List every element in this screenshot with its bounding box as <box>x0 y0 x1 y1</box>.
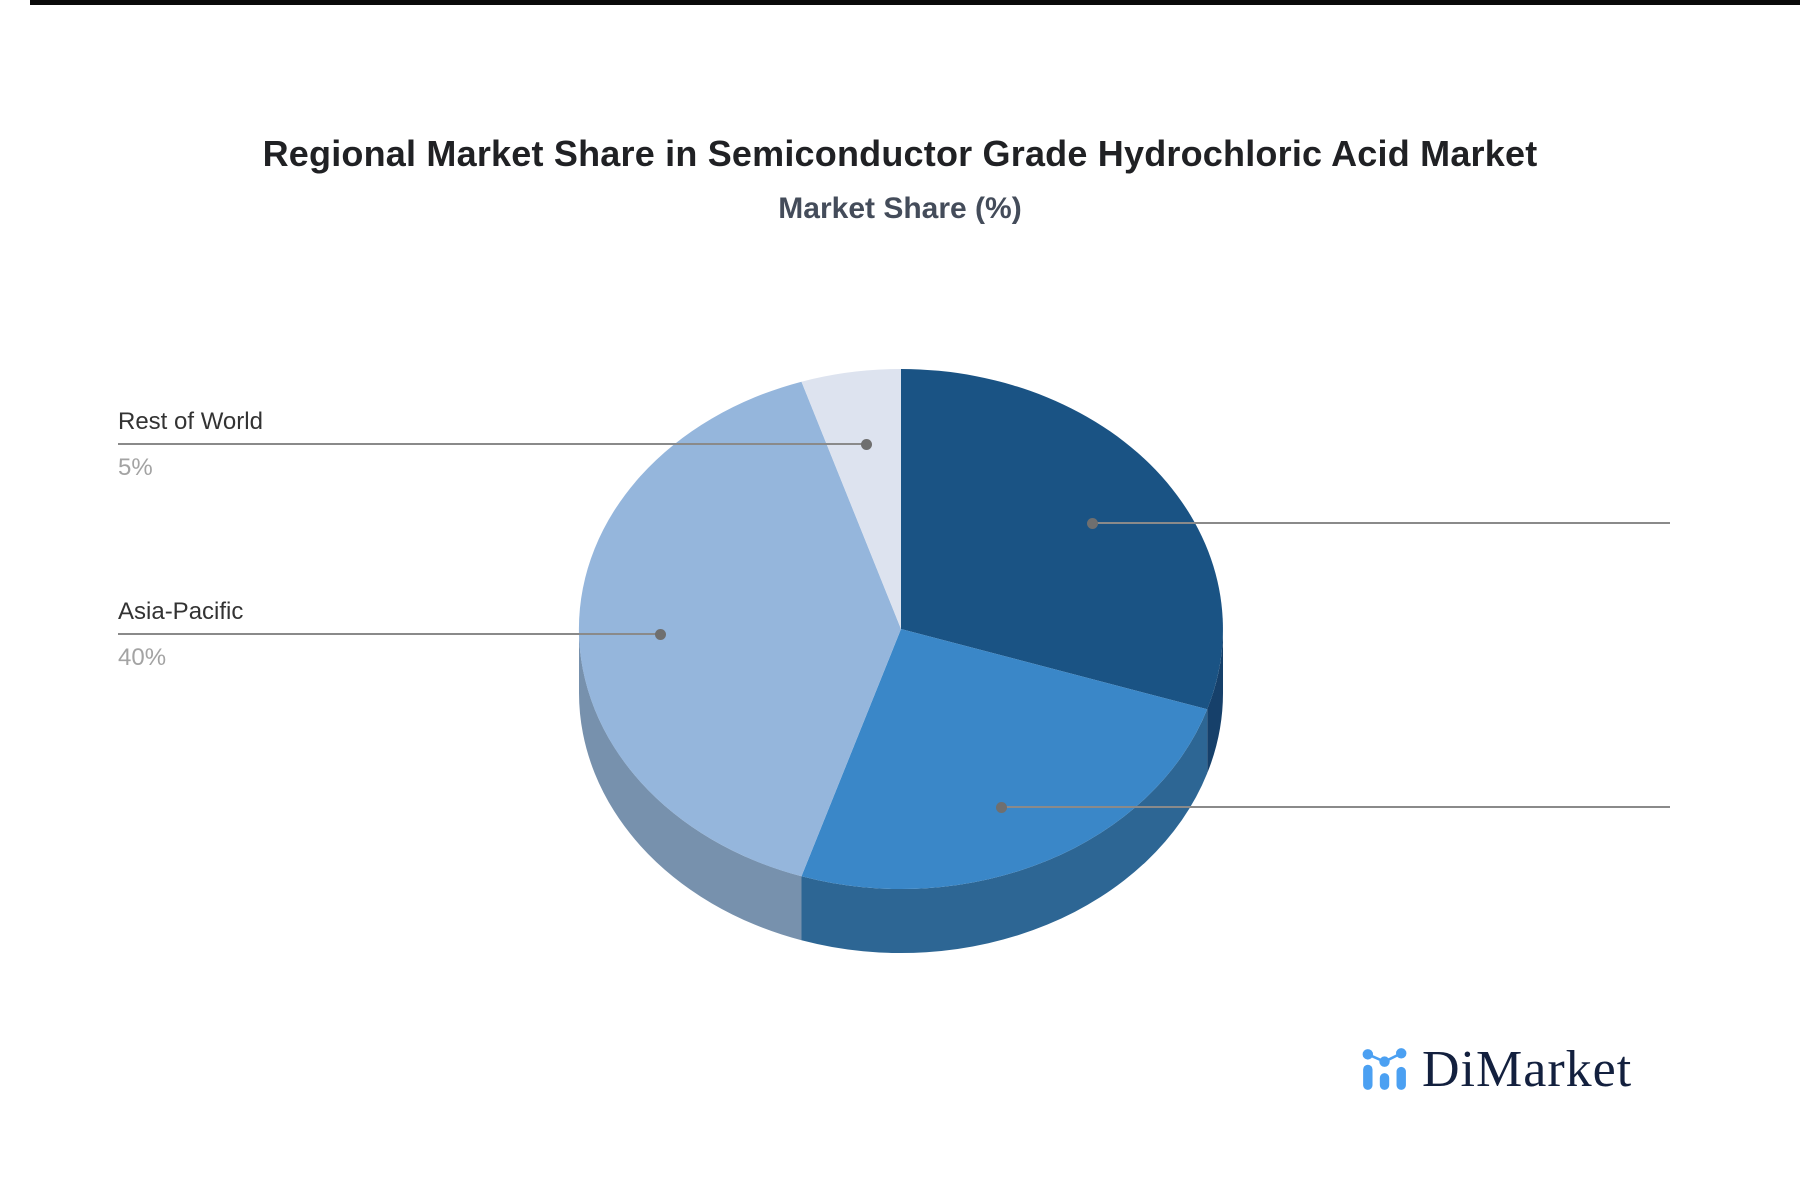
leader-line <box>118 443 866 445</box>
chart-subtitle: Market Share (%) <box>778 192 1022 225</box>
slice-percent: 40% <box>118 644 167 671</box>
pie-slice-rest-of-world[interactable] <box>801 368 902 629</box>
pie-slice-side <box>801 709 1208 954</box>
slice-label: Asia-Pacific <box>118 598 244 625</box>
leader-dot <box>861 439 872 450</box>
brand-logo: DiMarket <box>1360 1040 1632 1099</box>
leader-dot <box>1087 518 1098 529</box>
leader-line <box>1001 806 1670 808</box>
chart-title: Regional Market Share in Semiconductor G… <box>262 133 1538 174</box>
brand-name: DiMarket <box>1422 1041 1633 1098</box>
leader-dot <box>655 629 666 640</box>
slice-percent: 5% <box>118 454 153 481</box>
bar-line-chart-icon <box>1362 1047 1407 1090</box>
top-border <box>30 0 1800 5</box>
leader-dot <box>996 802 1007 813</box>
leader-line <box>1092 522 1670 524</box>
pie-slice-side <box>1207 629 1223 774</box>
leader-line <box>118 633 660 635</box>
slice-label: Rest of World <box>118 408 263 435</box>
pie-slice-asia-pacific[interactable] <box>578 381 901 877</box>
pie-slice-side <box>579 629 802 941</box>
pie-slice-europe[interactable] <box>801 629 1208 890</box>
pie-slice-north-america[interactable] <box>901 369 1223 710</box>
